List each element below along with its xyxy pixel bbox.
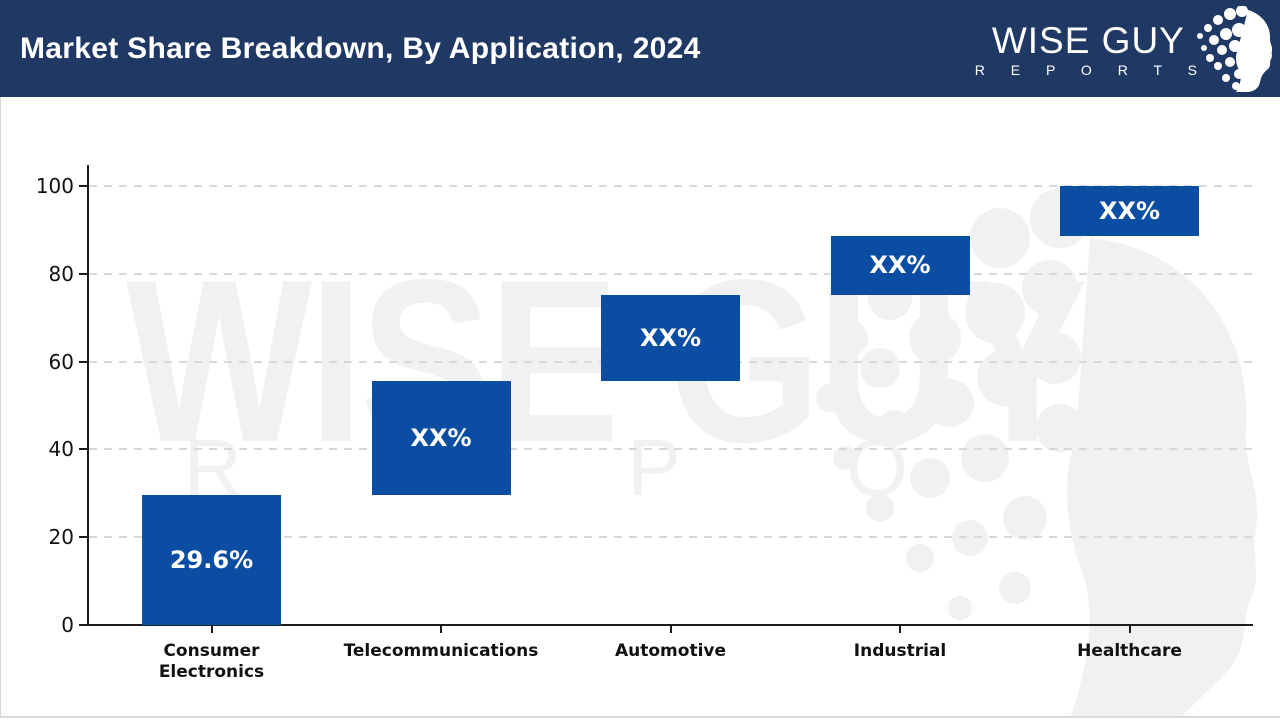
- bar-healthcare: XX%: [1060, 186, 1199, 237]
- bar-value-label-consumer-electronics: 29.6%: [169, 546, 254, 575]
- bar-value-label-healthcare: XX%: [1098, 197, 1161, 226]
- x-tick-telecommunications: [440, 626, 442, 633]
- x-axis-label-consumer-electronics: Consumer Electronics: [158, 641, 265, 683]
- bar-consumer-electronics: 29.6%: [142, 495, 281, 625]
- gridline-80: [89, 272, 1253, 275]
- x-axis: [87, 624, 1253, 626]
- logo-text: WISE GUY R E P O R T S: [969, 19, 1208, 79]
- x-tick-healthcare: [1128, 626, 1131, 633]
- bar-industrial: XX%: [830, 236, 970, 295]
- y-axis-tick-label: 40: [48, 437, 74, 462]
- x-axis-label-telecommunications: Telecommunications: [343, 641, 539, 661]
- bar-value-label-automotive: XX%: [639, 323, 702, 352]
- bar-telecommunications: XX%: [371, 380, 511, 496]
- bar-value-label-telecommunications: XX%: [410, 423, 472, 452]
- y-tick-60: [79, 360, 87, 363]
- y-tick-20: [79, 536, 87, 539]
- figure-bottom-border: [0, 716, 1280, 718]
- y-axis-tick-label: 80: [48, 261, 74, 286]
- gridline-20: [89, 536, 1253, 539]
- figure-left-border: [0, 97, 1, 717]
- bar-value-label-industrial: XX%: [869, 251, 931, 280]
- gridline-100: [89, 185, 1253, 187]
- wise-guy-face-icon: [1197, 6, 1272, 92]
- logo-wordmark: WISE GUY: [991, 19, 1185, 61]
- y-axis-tick-label: 100: [35, 174, 74, 198]
- wise-guy-logo: WISE GUY R E P O R T S: [969, 4, 1272, 96]
- y-tick-40: [79, 448, 87, 451]
- bar-automotive: XX%: [601, 294, 740, 381]
- y-tick-80: [79, 272, 87, 275]
- y-axis-tick-label: 0: [61, 613, 74, 637]
- y-axis: [87, 165, 89, 626]
- x-tick-automotive: [669, 626, 672, 633]
- gridline-40: [89, 448, 1253, 451]
- y-tick-100: [79, 185, 87, 187]
- x-tick-industrial: [899, 626, 901, 633]
- logo-subtitle: R E P O R T S: [974, 62, 1208, 79]
- x-axis-label-healthcare: Healthcare: [1077, 641, 1182, 661]
- y-axis-tick-label: 60: [48, 349, 74, 374]
- page-title: Market Share Breakdown, By Application, …: [20, 31, 701, 65]
- x-tick-consumer-electronics: [210, 626, 213, 633]
- x-axis-label-automotive: Automotive: [614, 641, 727, 661]
- x-axis-label-industrial: Industrial: [853, 641, 947, 661]
- y-axis-tick-label: 20: [48, 525, 74, 550]
- header-bar: Market Share Breakdown, By Application, …: [0, 0, 1280, 97]
- y-tick-0: [79, 624, 87, 626]
